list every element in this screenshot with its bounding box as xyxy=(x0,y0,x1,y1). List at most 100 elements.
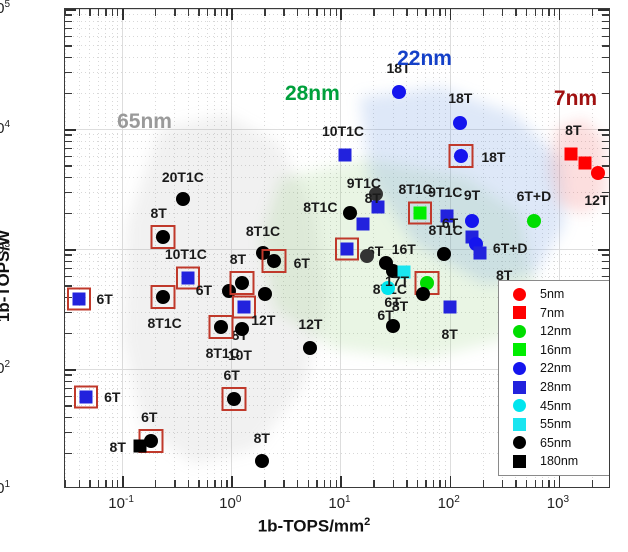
data-point-label: 9T xyxy=(463,187,481,204)
data-point-65nm-8T[interactable] xyxy=(254,454,269,469)
data-point-65nm-8T[interactable] xyxy=(155,229,170,244)
data-point-7nm-8T2[interactable] xyxy=(578,156,592,170)
data-point-label: 8T1C xyxy=(303,198,338,215)
grid-line-y-minor xyxy=(65,155,609,157)
highlight-box xyxy=(231,295,256,319)
y-tick-right xyxy=(602,147,609,149)
data-point-22nm-18T[interactable] xyxy=(454,148,469,163)
legend-label: 16nm xyxy=(540,342,572,357)
x-tick-top xyxy=(78,9,81,16)
data-point-22nm-18T[interactable] xyxy=(391,84,406,99)
data-point-28nm-10T1C[interactable] xyxy=(181,271,195,285)
y-tick-label: 101 xyxy=(0,479,10,497)
legend-item-45nm[interactable]: 45nm xyxy=(513,399,571,413)
data-point-65nm-6T[interactable] xyxy=(226,392,241,407)
legend-item-180nm[interactable]: 180nm xyxy=(513,454,578,468)
y-tick-right xyxy=(602,155,609,157)
grid-line-x-minor xyxy=(392,9,394,487)
x-tick xyxy=(416,480,419,487)
legend-item-65nm[interactable]: 65nm xyxy=(513,436,571,450)
data-point-28nm-8T[interactable] xyxy=(356,217,370,231)
data-point-65nm-8T1C[interactable] xyxy=(385,263,400,278)
x-tick xyxy=(198,480,200,487)
data-point-label: 6T+D xyxy=(516,188,552,205)
data-point-28nm-8T[interactable] xyxy=(443,300,457,314)
data-point-65nm-12T[interactable] xyxy=(303,340,318,355)
y-tick xyxy=(65,405,72,407)
data-point-7nm-8T[interactable] xyxy=(564,147,578,161)
x-tick xyxy=(432,480,435,487)
legend-item-22nm[interactable]: 22nm xyxy=(513,361,571,375)
y-tick-right xyxy=(598,9,609,11)
highlight-box xyxy=(66,287,91,311)
data-point-65nm-8T[interactable] xyxy=(416,287,431,302)
legend[interactable]: 5nm 7nm 12nm 16nm 22nm 28nm 45nm 55nm 65nm 180nm xyxy=(498,280,609,476)
data-point-label: 17T xyxy=(384,273,410,290)
y-tick xyxy=(65,380,72,383)
y-tick-right xyxy=(602,35,609,37)
legend-swatch-5nm xyxy=(513,287,526,301)
legend-item-12nm[interactable]: 12nm xyxy=(513,324,571,338)
x-tick-top xyxy=(439,9,441,16)
data-point-65nm-6T[interactable] xyxy=(144,434,159,449)
data-point-label: 6T xyxy=(223,367,240,384)
data-point-65nm-8T1C[interactable] xyxy=(213,319,228,334)
data-point-65nm-12T[interactable] xyxy=(258,287,273,302)
data-point-28nm-6T[interactable] xyxy=(340,242,354,256)
y-tick xyxy=(65,71,72,74)
y-tick xyxy=(65,191,72,194)
data-point-12nm-6T+D[interactable] xyxy=(526,214,541,229)
grid-line-y-minor xyxy=(65,71,609,73)
data-point-22nm-18T[interactable] xyxy=(453,116,468,131)
data-point-55nm-16T[interactable] xyxy=(397,265,411,279)
grid-line-x-major xyxy=(558,9,560,487)
data-point-65nm-8T[interactable] xyxy=(234,276,249,291)
data-point-65nm-20T1C[interactable] xyxy=(175,192,190,207)
legend-item-28nm[interactable]: 28nm xyxy=(513,380,571,394)
data-point-28nm-9T1C[interactable] xyxy=(440,209,454,223)
grid-line-x-minor xyxy=(187,9,189,487)
data-point-45nm-6T[interactable] xyxy=(380,281,395,296)
legend-item-7nm[interactable]: 7nm xyxy=(513,306,564,320)
grid-line-y-minor xyxy=(65,332,609,334)
x-tick xyxy=(297,480,299,487)
grid-line-x-minor xyxy=(220,9,222,487)
y-tick-right xyxy=(598,129,609,131)
plot-area: 6T6T20T1C8T10T1C8T1C6T8T8T1C6T8T12T8T1C1… xyxy=(64,8,610,488)
data-point-28nm-6T[interactable] xyxy=(79,390,93,404)
data-point-65nm-8T1C[interactable] xyxy=(436,247,451,262)
x-tick-top xyxy=(264,9,266,16)
legend-item-55nm[interactable]: 55nm xyxy=(513,417,571,431)
data-point-5nm-12T[interactable] xyxy=(591,165,606,180)
legend-item-16nm[interactable]: 16nm xyxy=(513,343,571,357)
data-point-label: 6T xyxy=(384,293,401,310)
data-point-65nm-8T1C[interactable] xyxy=(343,205,358,220)
data-point-22nm-9T[interactable] xyxy=(464,214,479,229)
grid-line-y-minor xyxy=(65,56,609,58)
data-point-28nm-8T[interactable] xyxy=(237,300,251,314)
data-point-28nm-9T1C[interactable] xyxy=(371,200,385,214)
data-point-label: 16T xyxy=(391,241,416,258)
data-point-65nm-10T[interactable] xyxy=(234,322,249,337)
data-point-16nm-8T1C[interactable] xyxy=(413,206,427,220)
x-tick-top xyxy=(207,9,209,16)
data-point-28nm-10T1C[interactable] xyxy=(338,148,352,162)
data-point-none-6T+D[interactable] xyxy=(360,249,375,264)
data-point-65nm-8T1C[interactable] xyxy=(155,289,170,304)
data-point-28nm-6T[interactable] xyxy=(72,292,86,306)
data-point-65nm-6T[interactable] xyxy=(385,318,400,333)
x-tick xyxy=(283,480,285,487)
data-point-65nm-6T[interactable] xyxy=(266,254,281,269)
x-tick-top xyxy=(541,9,544,16)
legend-label: 7nm xyxy=(540,305,565,320)
data-point-none-8T[interactable] xyxy=(368,186,383,201)
grid-line-y-minor xyxy=(65,191,609,193)
grid-line-y-minor xyxy=(65,452,609,454)
data-point-180nm-8T[interactable] xyxy=(133,439,147,453)
x-tick-top xyxy=(482,9,484,16)
data-point-12nm-17T[interactable] xyxy=(420,276,435,291)
data-point-28nm-8T[interactable] xyxy=(473,246,487,260)
legend-label: 45nm xyxy=(540,398,572,413)
y-tick-right xyxy=(602,140,609,143)
legend-item-5nm[interactable]: 5nm xyxy=(513,287,564,301)
